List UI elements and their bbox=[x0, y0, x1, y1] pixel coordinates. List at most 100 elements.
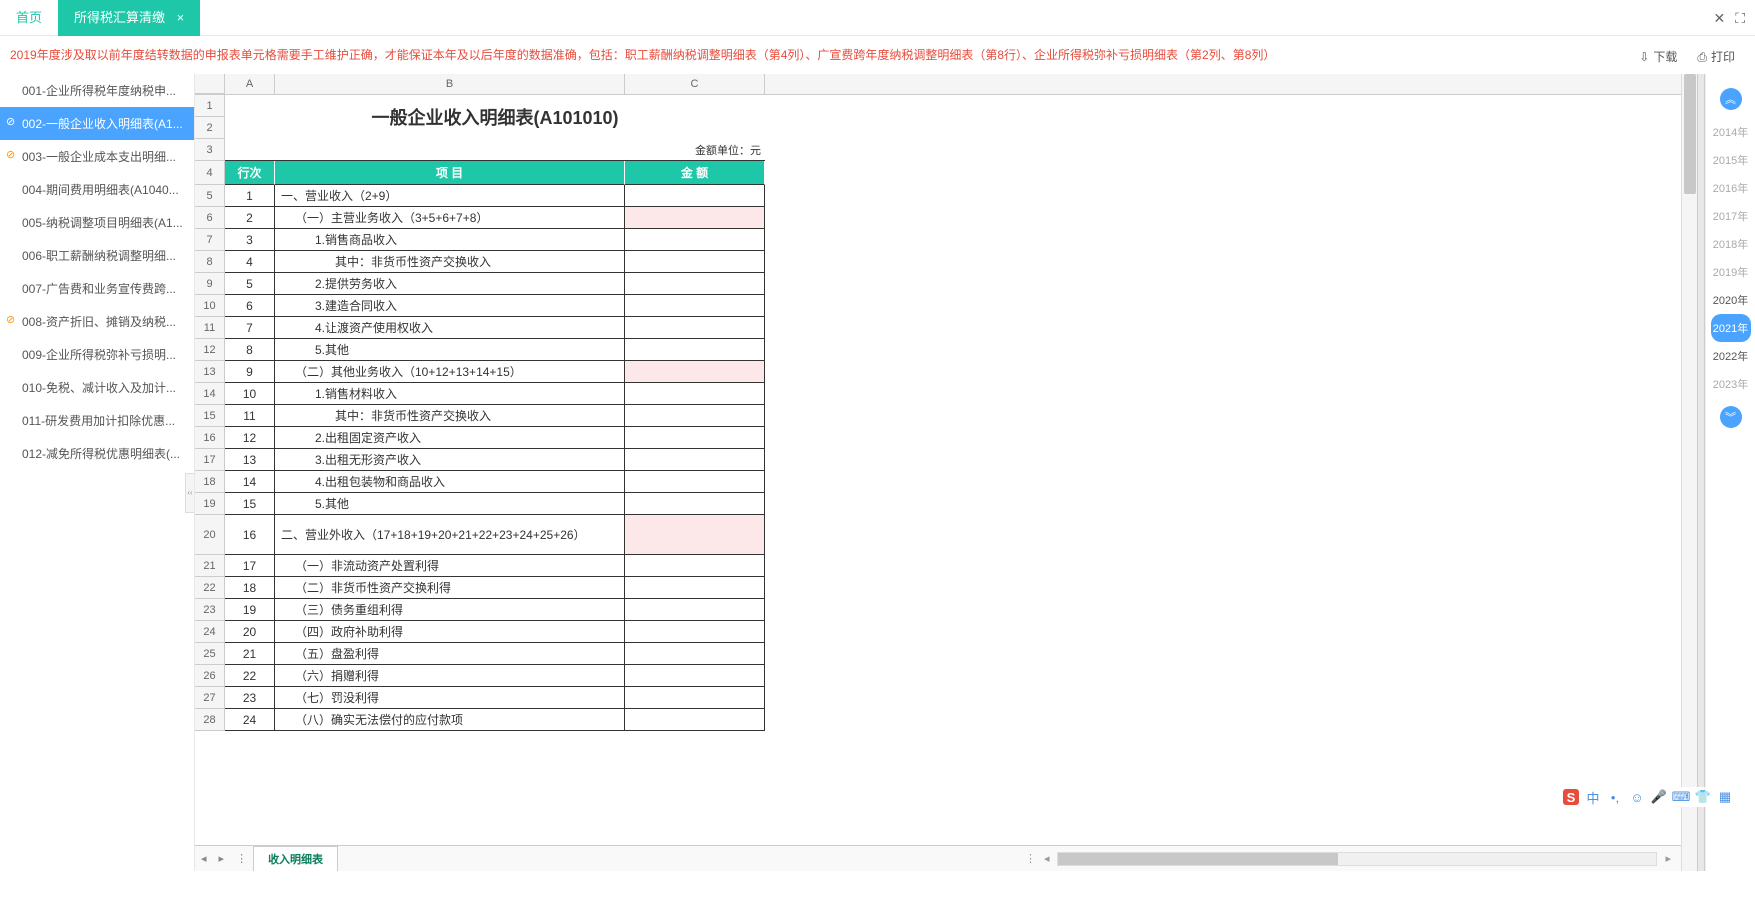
item-cell[interactable]: （一）主营业务收入（3+5+6+7+8） bbox=[275, 207, 625, 229]
row-header[interactable]: 6 bbox=[195, 207, 225, 229]
row-header[interactable]: 3 bbox=[195, 139, 225, 161]
row-header[interactable]: 4 bbox=[195, 161, 225, 185]
year-button[interactable]: 2017年 bbox=[1711, 202, 1751, 230]
row-header[interactable]: 19 bbox=[195, 493, 225, 515]
sidebar-item[interactable]: 010-免税、减计收入及加计... bbox=[0, 371, 194, 404]
amount-cell[interactable] bbox=[625, 449, 765, 471]
ime-keyboard-icon[interactable]: ⌨ bbox=[1673, 789, 1689, 805]
ime-logo-icon[interactable]: S bbox=[1563, 789, 1579, 805]
sheet-tab[interactable]: 收入明细表 bbox=[253, 846, 338, 871]
horizontal-scrollbar[interactable] bbox=[1057, 852, 1657, 866]
row-header[interactable]: 10 bbox=[195, 295, 225, 317]
col-header-a[interactable]: A bbox=[225, 74, 275, 94]
close-window-icon[interactable]: ✕ bbox=[1713, 10, 1725, 27]
row-header[interactable]: 1 bbox=[195, 95, 225, 117]
amount-cell[interactable] bbox=[625, 687, 765, 709]
vertical-scrollbar[interactable] bbox=[1681, 74, 1697, 871]
item-cell[interactable]: （二）非货币性资产交换利得 bbox=[275, 577, 625, 599]
row-header[interactable]: 14 bbox=[195, 383, 225, 405]
amount-cell[interactable] bbox=[625, 471, 765, 493]
amount-cell[interactable] bbox=[625, 621, 765, 643]
item-cell[interactable]: 一、营业收入（2+9） bbox=[275, 185, 625, 207]
seq-cell[interactable]: 12 bbox=[225, 427, 275, 449]
seq-cell[interactable]: 19 bbox=[225, 599, 275, 621]
row-header[interactable]: 26 bbox=[195, 665, 225, 687]
seq-cell[interactable]: 5 bbox=[225, 273, 275, 295]
row-header[interactable]: 2 bbox=[195, 117, 225, 139]
item-cell[interactable]: 5.其他 bbox=[275, 339, 625, 361]
ime-punct-icon[interactable]: •, bbox=[1607, 789, 1623, 805]
year-button[interactable]: 2019年 bbox=[1711, 258, 1751, 286]
amount-cell[interactable] bbox=[625, 427, 765, 449]
amount-cell[interactable] bbox=[625, 207, 765, 229]
download-button[interactable]: ⇩ 下载 bbox=[1639, 48, 1677, 66]
ime-emoji-icon[interactable]: ☺ bbox=[1629, 789, 1645, 805]
amount-cell[interactable] bbox=[625, 295, 765, 317]
amount-cell[interactable] bbox=[625, 405, 765, 427]
row-header[interactable]: 24 bbox=[195, 621, 225, 643]
ime-lang-icon[interactable]: 中 bbox=[1585, 789, 1601, 805]
row-header[interactable]: 8 bbox=[195, 251, 225, 273]
row-header[interactable]: 12 bbox=[195, 339, 225, 361]
year-button[interactable]: 2016年 bbox=[1711, 174, 1751, 202]
row-header[interactable]: 13 bbox=[195, 361, 225, 383]
close-icon[interactable]: × bbox=[177, 10, 185, 25]
row-header[interactable]: 11 bbox=[195, 317, 225, 339]
item-cell[interactable]: （四）政府补助利得 bbox=[275, 621, 625, 643]
amount-cell[interactable] bbox=[625, 493, 765, 515]
amount-cell[interactable] bbox=[625, 665, 765, 687]
item-cell[interactable]: 4.让渡资产使用权收入 bbox=[275, 317, 625, 339]
seq-cell[interactable]: 7 bbox=[225, 317, 275, 339]
item-cell[interactable]: 5.其他 bbox=[275, 493, 625, 515]
item-cell[interactable]: 4.出租包装物和商品收入 bbox=[275, 471, 625, 493]
row-header[interactable]: 9 bbox=[195, 273, 225, 295]
row-header[interactable]: 16 bbox=[195, 427, 225, 449]
row-header[interactable]: 7 bbox=[195, 229, 225, 251]
sheet-grid[interactable]: A B C 1一般企业收入明细表(A101010)23金额单位：元4行次项 目金… bbox=[195, 74, 1681, 845]
sidebar-item[interactable]: 006-职工薪酬纳税调整明细... bbox=[0, 239, 194, 272]
col-header-b[interactable]: B bbox=[275, 74, 625, 94]
row-header[interactable]: 21 bbox=[195, 555, 225, 577]
amount-cell[interactable] bbox=[625, 643, 765, 665]
item-cell[interactable]: 其中：非货币性资产交换收入 bbox=[275, 251, 625, 273]
amount-cell[interactable] bbox=[625, 709, 765, 731]
row-header[interactable]: 23 bbox=[195, 599, 225, 621]
amount-cell[interactable] bbox=[625, 515, 765, 555]
year-button[interactable]: 2023年 bbox=[1711, 370, 1751, 398]
seq-cell[interactable]: 9 bbox=[225, 361, 275, 383]
row-header[interactable]: 18 bbox=[195, 471, 225, 493]
year-button[interactable]: 2022年 bbox=[1711, 342, 1751, 370]
item-cell[interactable]: （三）债务重组利得 bbox=[275, 599, 625, 621]
sidebar-item[interactable]: ⊘002-一般企业收入明细表(A1... bbox=[0, 107, 194, 140]
row-header[interactable]: 17 bbox=[195, 449, 225, 471]
seq-cell[interactable]: 16 bbox=[225, 515, 275, 555]
ime-skin-icon[interactable]: 👕 bbox=[1695, 789, 1711, 805]
year-button[interactable]: 2020年 bbox=[1711, 286, 1751, 314]
seq-cell[interactable]: 8 bbox=[225, 339, 275, 361]
item-cell[interactable]: 2.出租固定资产收入 bbox=[275, 427, 625, 449]
seq-cell[interactable]: 10 bbox=[225, 383, 275, 405]
seq-cell[interactable]: 4 bbox=[225, 251, 275, 273]
seq-cell[interactable]: 24 bbox=[225, 709, 275, 731]
amount-cell[interactable] bbox=[625, 599, 765, 621]
item-cell[interactable]: 3.建造合同收入 bbox=[275, 295, 625, 317]
item-cell[interactable]: 3.出租无形资产收入 bbox=[275, 449, 625, 471]
seq-cell[interactable]: 3 bbox=[225, 229, 275, 251]
item-cell[interactable]: （一）非流动资产处置利得 bbox=[275, 555, 625, 577]
tab-active[interactable]: 所得税汇算清缴 × bbox=[58, 0, 200, 36]
vertical-scrollbar-thumb[interactable] bbox=[1684, 74, 1696, 194]
item-cell[interactable]: （二）其他业务收入（10+12+13+14+15） bbox=[275, 361, 625, 383]
sidebar-item[interactable]: 007-广告费和业务宣传费跨... bbox=[0, 272, 194, 305]
sidebar-item[interactable]: 005-纳税调整项目明细表(A1... bbox=[0, 206, 194, 239]
hscroll-left-icon[interactable]: ◂ bbox=[1044, 852, 1050, 865]
sheet-nav-prev-icon[interactable]: ▸ bbox=[213, 852, 231, 865]
item-cell[interactable]: 1.销售商品收入 bbox=[275, 229, 625, 251]
item-cell[interactable]: （五）盘盈利得 bbox=[275, 643, 625, 665]
col-header-c[interactable]: C bbox=[625, 74, 765, 94]
seq-cell[interactable]: 20 bbox=[225, 621, 275, 643]
seq-cell[interactable]: 21 bbox=[225, 643, 275, 665]
row-header[interactable]: 22 bbox=[195, 577, 225, 599]
item-cell[interactable]: 二、营业外收入（17+18+19+20+21+22+23+24+25+26） bbox=[275, 515, 625, 555]
year-button[interactable]: 2021年 bbox=[1711, 314, 1751, 342]
fullscreen-icon[interactable]: ⛶ bbox=[1735, 10, 1745, 27]
